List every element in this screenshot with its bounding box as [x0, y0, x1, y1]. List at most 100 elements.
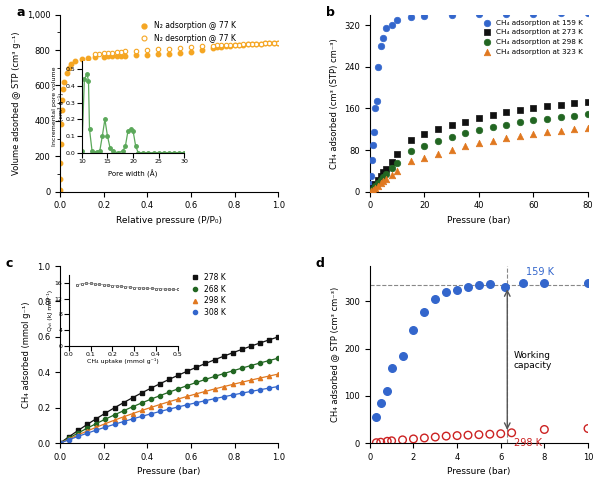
- N₂ desorption @ 77 K: [166, 46, 173, 52]
- N₂ adsorption @ 77 K: [187, 49, 194, 55]
- CH₄ adsorption at 298 K: [502, 121, 511, 129]
- 268 K: [138, 400, 145, 406]
- N₂ adsorption @ 77 K: [118, 53, 125, 58]
- N₂ desorption @ 77 K: [176, 45, 184, 51]
- 298 K: [148, 405, 155, 411]
- 298 K: [419, 434, 429, 442]
- 278 K: [120, 400, 127, 406]
- 268 K: [265, 357, 272, 363]
- CH₄ adsorption at 273 K: [460, 118, 470, 126]
- 298 K: [175, 396, 182, 402]
- CH₄ adsorption at 159 K: [373, 63, 383, 71]
- N₂ adsorption @ 77 K: [57, 141, 64, 147]
- CH₄ adsorption at 298 K: [515, 118, 524, 126]
- CH₄ adsorption at 159 K: [406, 13, 416, 21]
- N₂ desorption @ 77 K: [244, 41, 251, 47]
- CH₄ adsorption at 298 K: [387, 165, 397, 172]
- 278 K: [129, 394, 136, 400]
- 278 K: [256, 340, 263, 346]
- CH₄ adsorption at 323 K: [502, 134, 511, 142]
- 278 K: [247, 343, 254, 349]
- CH₄ adsorption at 159 K: [367, 156, 377, 164]
- CH₄ adsorption at 273 K: [433, 125, 443, 133]
- 278 K: [211, 357, 218, 363]
- N₂ adsorption @ 77 K: [214, 44, 221, 50]
- CH₄ adsorption at 298 K: [368, 185, 377, 193]
- 308 K: [275, 384, 282, 390]
- 159 K: [382, 387, 392, 395]
- Y-axis label: Volume adsorbed @ STP (cm³ g⁻¹): Volume adsorbed @ STP (cm³ g⁻¹): [12, 31, 21, 175]
- CH₄ adsorption at 159 K: [474, 10, 484, 18]
- Line: 268 K: 268 K: [58, 356, 280, 445]
- Text: b: b: [326, 6, 335, 19]
- 268 K: [220, 371, 227, 376]
- N₂ adsorption @ 77 K: [218, 44, 225, 50]
- N₂ desorption @ 77 K: [95, 51, 103, 56]
- Legend: CH₄ adsorption at 159 K, CH₄ adsorption at 273 K, CH₄ adsorption at 298 K, CH₄ a: CH₄ adsorption at 159 K, CH₄ adsorption …: [479, 18, 584, 56]
- N₂ desorption @ 77 K: [104, 50, 112, 56]
- N₂ desorption @ 77 K: [253, 41, 260, 47]
- N₂ adsorption @ 77 K: [248, 41, 256, 47]
- CH₄ adsorption at 273 K: [368, 184, 377, 192]
- 278 K: [157, 381, 164, 387]
- 298 K: [409, 435, 418, 443]
- CH₄ adsorption at 159 K: [365, 185, 375, 193]
- 159 K: [452, 286, 462, 294]
- 298 K: [452, 431, 462, 439]
- N₂ adsorption @ 77 K: [257, 41, 265, 47]
- 298 K: [398, 436, 407, 444]
- 298 K: [463, 431, 473, 439]
- 159 K: [485, 280, 494, 287]
- 268 K: [148, 396, 155, 402]
- 308 K: [138, 413, 145, 419]
- N₂ adsorption @ 77 K: [58, 121, 65, 127]
- 308 K: [120, 419, 127, 425]
- CH₄ adsorption at 298 K: [370, 183, 380, 190]
- CH₄ adsorption at 273 K: [419, 131, 429, 138]
- N₂ desorption @ 77 K: [222, 42, 229, 48]
- Legend: 278 K, 268 K, 298 K, 308 K: 278 K, 268 K, 298 K, 308 K: [184, 270, 229, 320]
- Y-axis label: CH₄ adsorbed (mmol g⁻¹): CH₄ adsorbed (mmol g⁻¹): [22, 301, 31, 408]
- 278 K: [265, 337, 272, 343]
- CH₄ adsorption at 323 K: [387, 171, 397, 179]
- 278 K: [229, 350, 236, 356]
- X-axis label: Relative pressure (P/P₀): Relative pressure (P/P₀): [116, 216, 222, 225]
- 159 K: [463, 283, 473, 291]
- CH₄ adsorption at 273 K: [583, 98, 593, 106]
- CH₄ adsorption at 323 K: [529, 130, 538, 138]
- CH₄ adsorption at 159 K: [368, 141, 377, 149]
- 308 K: [166, 406, 173, 412]
- Y-axis label: CH₄ adsorbed (cm³ (STP) cm⁻³): CH₄ adsorbed (cm³ (STP) cm⁻³): [329, 38, 338, 169]
- N₂ adsorption @ 77 K: [262, 40, 269, 46]
- 298 K: [138, 408, 145, 413]
- 308 K: [148, 411, 155, 417]
- 298 K: [211, 386, 218, 392]
- 298 K: [430, 433, 440, 441]
- CH₄ adsorption at 298 K: [382, 170, 391, 178]
- 278 K: [184, 368, 191, 374]
- 159 K: [442, 288, 451, 296]
- 268 K: [229, 368, 236, 374]
- 159 K: [583, 279, 593, 286]
- 268 K: [193, 379, 200, 385]
- 298 K: [485, 431, 494, 438]
- CH₄ adsorption at 159 K: [387, 21, 397, 29]
- CH₄ adsorption at 323 K: [406, 158, 416, 166]
- 278 K: [275, 334, 282, 340]
- N₂ adsorption @ 77 K: [270, 40, 277, 46]
- CH₄ adsorption at 298 K: [460, 130, 470, 137]
- 278 K: [175, 373, 182, 378]
- 278 K: [111, 405, 118, 411]
- Line: 278 K: 278 K: [58, 335, 280, 445]
- 308 K: [102, 424, 109, 430]
- 268 K: [256, 360, 263, 366]
- CH₄ adsorption at 159 K: [392, 16, 402, 24]
- N₂ adsorption @ 77 K: [91, 55, 98, 60]
- CH₄ adsorption at 273 K: [392, 150, 402, 158]
- CH₄ adsorption at 273 K: [529, 104, 538, 112]
- CH₄ adsorption at 273 K: [542, 102, 552, 110]
- N₂ adsorption @ 77 K: [56, 176, 64, 182]
- Line: 308 K: 308 K: [58, 384, 280, 445]
- N₂ adsorption @ 77 K: [67, 61, 74, 67]
- N₂ adsorption @ 77 K: [56, 187, 64, 193]
